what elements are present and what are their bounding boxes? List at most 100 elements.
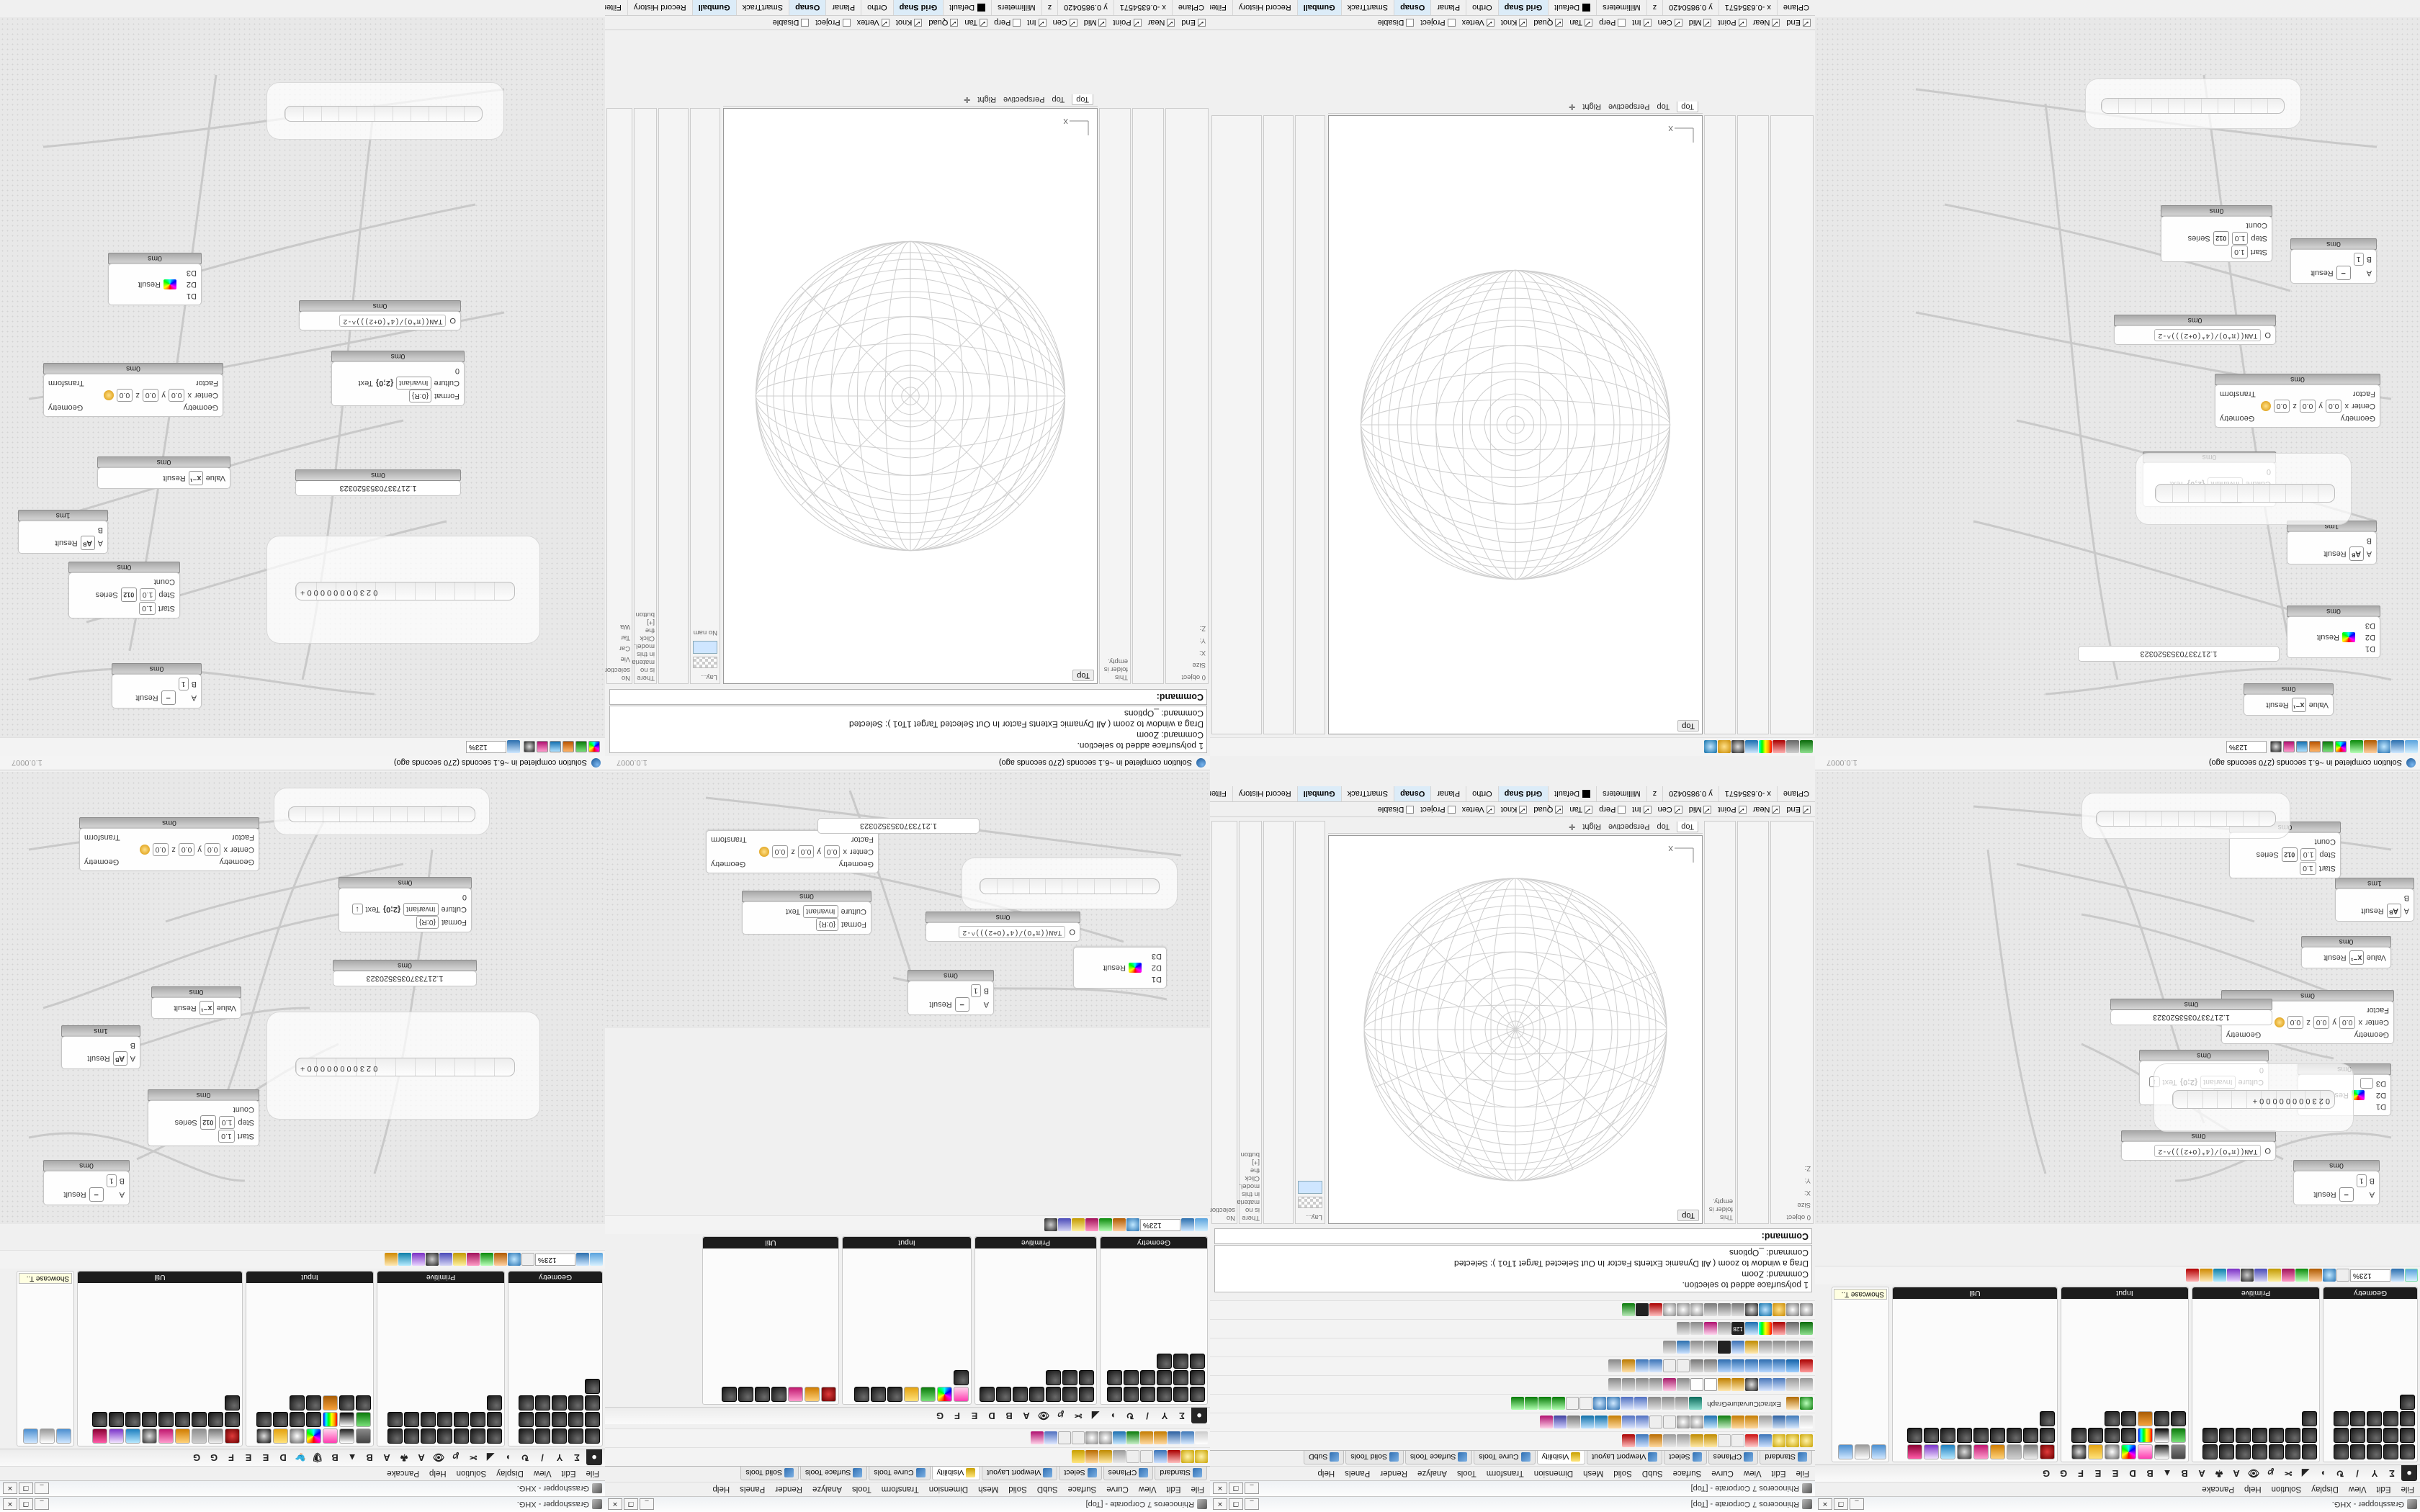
gh3-comp-scale-body[interactable]: Geometry Geometry Center x 0.0 y 0.0 z 0.0 … [79, 828, 259, 871]
gh2-comp-format[interactable]: Format {0:R} Culture Invariant Text 0ms [742, 891, 871, 935]
save-icon[interactable] [507, 740, 520, 754]
dot-grid-icon[interactable] [1663, 1359, 1676, 1373]
search-icon[interactable] [1072, 1218, 1085, 1232]
rhino2-menu-help[interactable]: Help [712, 1485, 730, 1494]
gh5-comp-gradient-body[interactable]: D1 D2 Result D3 [108, 264, 202, 305]
gh-component-icon[interactable] [306, 1412, 321, 1427]
rhino-menu-subd[interactable]: SubD [1641, 1469, 1663, 1478]
gh-output-text[interactable]: Text [358, 379, 373, 387]
gh-cat-b1[interactable]: B [2181, 1468, 2188, 1479]
gh-component-icon[interactable] [552, 1428, 567, 1444]
mesh-plane-icon[interactable] [1745, 1359, 1758, 1373]
osnap-disable-checkbox[interactable] [801, 19, 810, 27]
gh-component-icon[interactable] [256, 1412, 272, 1427]
osnap-disable[interactable]: Disable [773, 19, 810, 27]
gh-input-start[interactable]: Start [237, 1132, 254, 1140]
gh-component-icon[interactable] [1973, 1428, 1989, 1443]
osnap-perp[interactable]: Perp [994, 19, 1021, 27]
gh-output-result[interactable]: Result [2316, 633, 2339, 642]
status-toggle-osnap[interactable]: Osnap [1394, 0, 1431, 16]
gh-cat-g1[interactable]: G [210, 1452, 218, 1463]
gh-palette-showcase[interactable]: Showcase T.. [1832, 1287, 1889, 1462]
gh5-comp-power[interactable]: A Aᴮ Result B 1ms [18, 510, 108, 554]
gh-component-icon[interactable] [1107, 1370, 1122, 1385]
environment-icon[interactable] [1759, 1322, 1772, 1336]
cluster-icon[interactable] [2295, 1269, 2308, 1282]
rhino3-viewport-top[interactable]: Top [1328, 115, 1703, 734]
chamfer-icon[interactable] [1621, 1397, 1634, 1410]
new-icon[interactable] [1195, 1431, 1208, 1445]
box-icon[interactable] [1704, 1378, 1717, 1392]
gh-component-icon[interactable] [1079, 1370, 1094, 1385]
status-toggle-grid-snap[interactable]: Grid Snap [1497, 0, 1549, 16]
status-toggle-filter[interactable]: Filter [605, 0, 627, 16]
minimize-icon[interactable]: _ [35, 1482, 49, 1495]
gh4-comp-power[interactable]: A Aᴮ Result B 1ms [2287, 521, 2377, 564]
gh2-palette-primitive[interactable]: Primitive [974, 1236, 1097, 1405]
gh-cat-params[interactable]: ● [2401, 1465, 2417, 1482]
grid-icon[interactable] [1731, 1434, 1744, 1448]
gh2-category-tabs[interactable]: ● Σ Y / ↻ ◗ ◢ ✂ ℘ 👁 A B D E F G [605, 1407, 1210, 1424]
rhino3-toolrow-a[interactable] [1210, 737, 1815, 756]
osnap-quad[interactable]: Quad [1533, 19, 1564, 27]
gh-output-geometry[interactable]: Geometry [2226, 1030, 2262, 1039]
gh5-comp-number-slider[interactable]: 0 2 3 0 0 0 0 0 0 0 0 + [295, 582, 515, 600]
technical-icon[interactable] [1731, 1303, 1744, 1317]
lighting-icon[interactable] [1745, 740, 1758, 754]
osnap-perp-checkbox[interactable] [1618, 19, 1626, 27]
osnap-tan[interactable]: Tan [964, 19, 988, 27]
green-swatch[interactable] [2322, 741, 2334, 753]
gh-comp-panel-number[interactable]: 1.2173370353520323 0ms [2110, 999, 2272, 1025]
undo-icon[interactable] [1745, 1416, 1758, 1429]
gh-start-value[interactable]: 1.0 [218, 1130, 235, 1143]
gh-input-b[interactable]: B [2403, 894, 2409, 902]
render-icon[interactable] [1800, 1322, 1813, 1336]
gh-component-icon[interactable] [2202, 1444, 2218, 1459]
padlock-icon[interactable] [1113, 1450, 1126, 1464]
extrude-icon[interactable] [1608, 1416, 1621, 1429]
gh-cat-d1[interactable]: D [2129, 1468, 2136, 1479]
gh-cat-mesh[interactable]: ◢ [1092, 1410, 1099, 1422]
gh-component-icon[interactable] [1124, 1387, 1139, 1402]
boolean-icon[interactable] [1567, 1416, 1580, 1429]
osnap-project-checkbox[interactable] [842, 19, 851, 27]
rhino1-toolrow-misc1[interactable] [1210, 1375, 1815, 1394]
gh-output-result[interactable]: Result [1103, 963, 1126, 972]
gh-component-icon[interactable] [2088, 1444, 2103, 1459]
gh-component-icon[interactable] [225, 1412, 240, 1427]
gh-component-icon[interactable] [2350, 1411, 2365, 1426]
sketch-icon[interactable] [1058, 1218, 1071, 1232]
viewport-tab-top-1[interactable]: Top [1677, 102, 1698, 112]
gh-component-icon[interactable] [788, 1387, 803, 1402]
swap-visible-icon[interactable] [1085, 1450, 1098, 1464]
gh-input-a[interactable]: A [130, 1054, 135, 1063]
gh-palette-input[interactable]: Input [2061, 1287, 2189, 1462]
gh3-menu-pancake[interactable]: Pancake [387, 1469, 419, 1478]
osnap-quad-checkbox[interactable] [950, 19, 959, 27]
rhino1-osnap-bar[interactable]: End Near Point Mid Cen Int Perp Tan Quad… [1210, 803, 1815, 817]
gh-output-geometry[interactable]: Geometry [711, 860, 746, 868]
gh-input-step[interactable]: Step [158, 590, 175, 599]
gh3-comp-slider-bottom[interactable] [288, 806, 475, 822]
rhino-menu-surface[interactable]: Surface [1672, 1469, 1702, 1478]
subd-from-mesh-icon[interactable] [1690, 1359, 1703, 1373]
cplane-world-icon[interactable] [1511, 1397, 1525, 1410]
gh2-comp-subtraction-body[interactable]: A − Result B 1 [908, 981, 994, 1015]
rhino1-viewport-tabs[interactable]: Top Top Perspective Right ✛ [1328, 821, 1703, 834]
gh-component-icon[interactable] [2105, 1444, 2120, 1459]
maximize-icon[interactable]: ❐ [19, 1498, 33, 1511]
close-icon[interactable]: ✕ [1213, 1482, 1227, 1495]
gh-input-b-value[interactable]: 1 [178, 678, 189, 690]
gh2-comp-expression-body[interactable]: O TAN((π*O)/(4*(O+2)))^-2 [926, 922, 1080, 942]
gh-component-icon[interactable] [1062, 1370, 1077, 1385]
rhino2-window-buttons[interactable]: _ ❐ ✕ [608, 1498, 654, 1511]
cplane-origin-icon[interactable] [1552, 1397, 1566, 1410]
scribble-icon[interactable] [412, 1253, 425, 1266]
gh-cat-e1[interactable]: E [971, 1410, 978, 1421]
rhino3-left-panel-1[interactable] [1770, 115, 1814, 734]
block-icon[interactable] [1800, 1341, 1813, 1354]
render-icon[interactable] [1800, 740, 1813, 754]
gh3-titlebar-back[interactable]: Grasshopper - XHG. _ ❐ ✕ [0, 1496, 605, 1512]
osnap-int-checkbox[interactable] [1643, 806, 1652, 814]
viewport-tab-perspective[interactable]: Perspective [1608, 822, 1650, 832]
